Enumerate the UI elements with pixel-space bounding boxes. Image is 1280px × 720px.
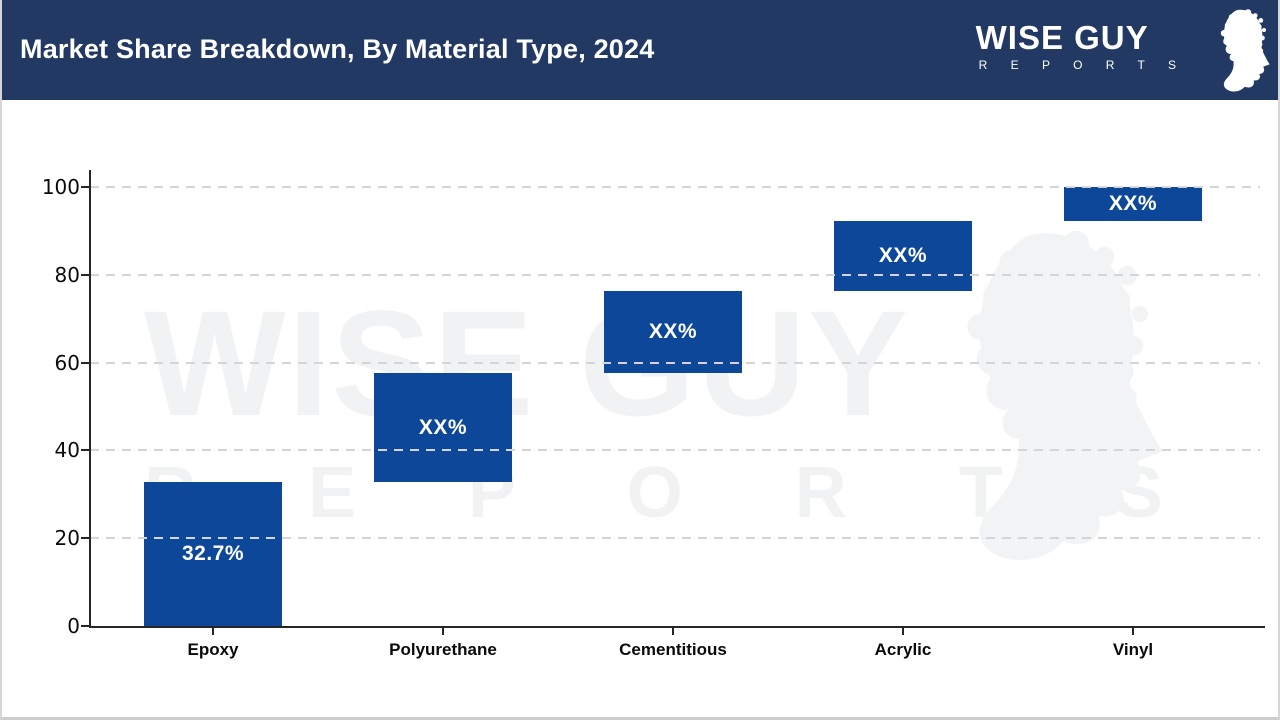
bar: 32.7% (144, 482, 282, 626)
y-tick-label: 0 (67, 614, 80, 638)
y-tick-label: 100 (41, 175, 80, 199)
y-tick-label: 40 (54, 438, 80, 463)
y-tick-mark (81, 186, 89, 188)
bar: XX% (834, 221, 972, 292)
bar-value-label: XX% (878, 244, 928, 268)
bar-value-label: XX% (1108, 192, 1158, 216)
y-tick-label: 80 (54, 262, 80, 287)
bar-value-label: XX% (418, 415, 468, 439)
x-category-label: Acrylic (874, 640, 932, 659)
x-category-label: Cementitious (619, 640, 727, 659)
x-tick-mark (902, 628, 904, 635)
x-tick-mark (212, 628, 214, 635)
x-tick-mark (1132, 628, 1134, 635)
header-bar: Market Share Breakdown, By Material Type… (2, 0, 1278, 100)
y-tick-mark (81, 625, 89, 627)
brand-name: WISE GUY (975, 19, 1149, 56)
brand-subtitle: R E P O R T S (978, 58, 1186, 72)
chart-area: WISE GUY R E P O R T S 32.7% XX% XX% XX% XX%… (2, 100, 1278, 717)
y-tick-label: 20 (54, 526, 80, 551)
y-axis-line (89, 170, 91, 628)
logo-head-icon (1220, 9, 1270, 92)
y-tick-label: 60 (54, 350, 80, 375)
x-category-label: Epoxy (187, 640, 239, 659)
page-title: Market Share Breakdown, By Material Type… (20, 34, 655, 64)
y-tick-mark (81, 361, 89, 364)
gridline (90, 186, 1260, 188)
y-tick-mark (81, 449, 89, 452)
gridline (90, 449, 1260, 452)
bar: XX% (374, 373, 512, 483)
y-tick-mark (81, 537, 89, 540)
gridline (90, 537, 1260, 540)
x-tick-mark (442, 628, 444, 635)
bar: XX% (1064, 187, 1202, 222)
gridline (90, 361, 1260, 364)
x-tick-mark (672, 628, 674, 635)
x-axis-line (89, 626, 1265, 628)
gridline (90, 273, 1260, 276)
x-category-label: Polyurethane (389, 640, 497, 659)
bar-value-label: XX% (648, 320, 698, 344)
bar: XX% (604, 291, 742, 374)
y-tick-mark (81, 273, 89, 276)
x-category-label: Vinyl (1112, 640, 1154, 659)
bar-value-label: 32.7% (181, 542, 245, 566)
brand-wordmark: WISE GUY R E P O R T S (975, 19, 1186, 73)
